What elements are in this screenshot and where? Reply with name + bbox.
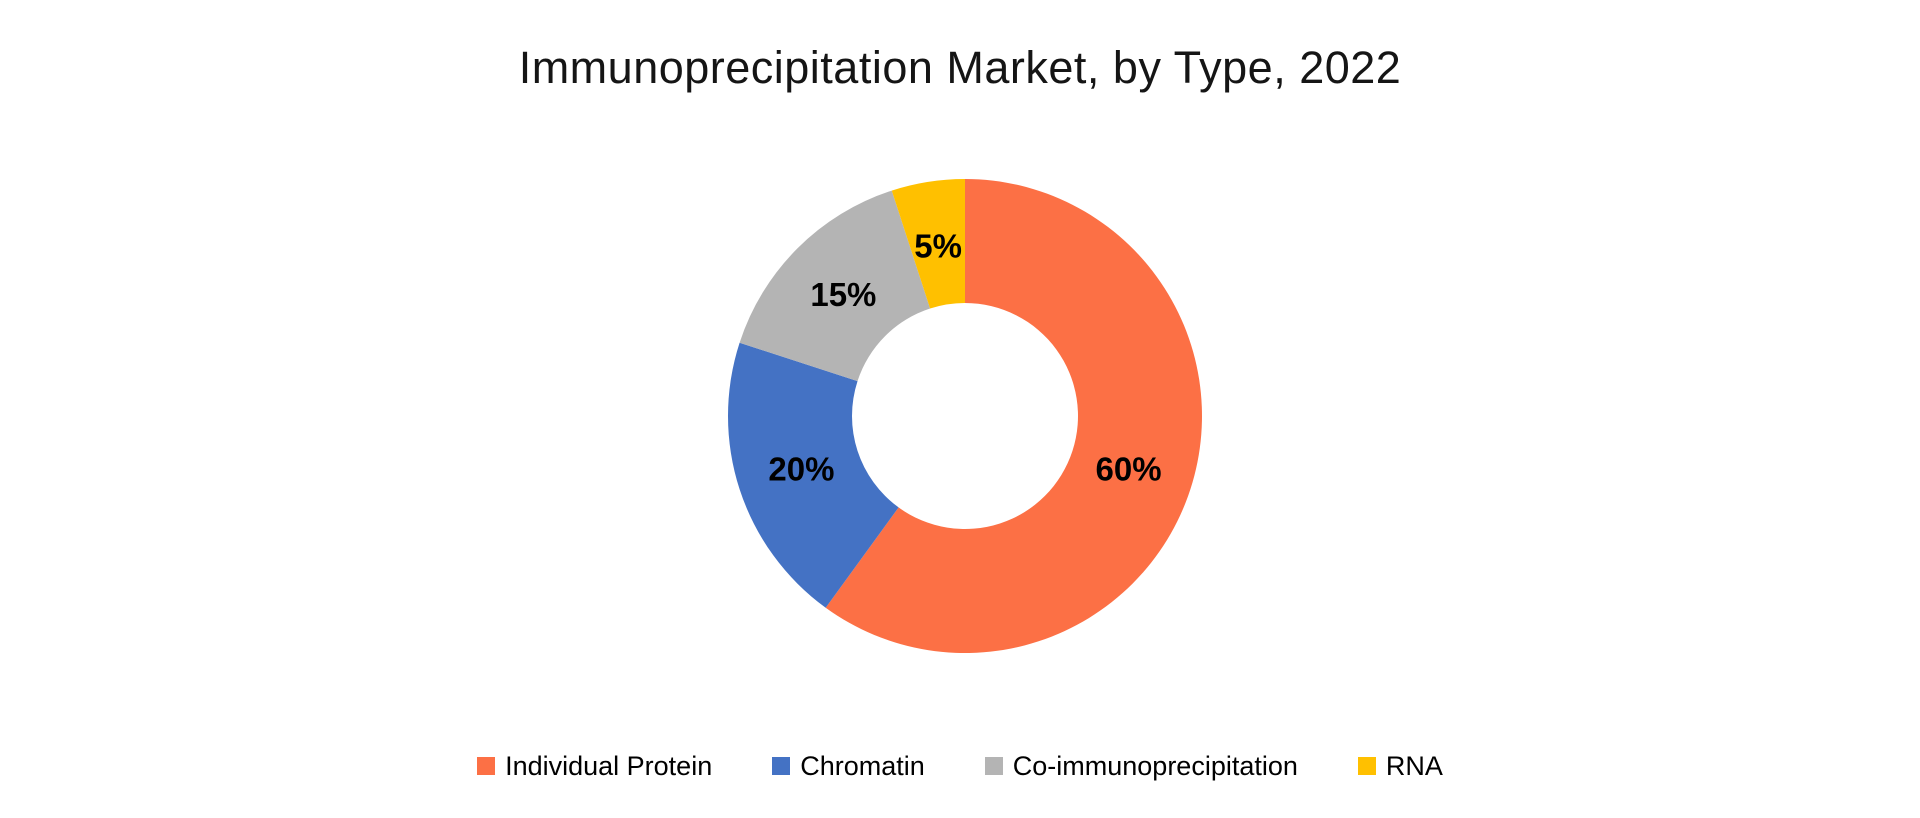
donut-slice-individual-protein bbox=[825, 179, 1202, 654]
legend-swatch-co-immunoprecipitation bbox=[984, 757, 1003, 776]
legend-label-co-immunoprecipitation: Co-immunoprecipitation bbox=[1012, 751, 1298, 781]
donut-slice-chromatin bbox=[727, 342, 899, 608]
slice-label-rna: 5% bbox=[914, 228, 962, 265]
legend-item-rna: RNA bbox=[1357, 750, 1443, 782]
legend-label-rna: RNA bbox=[1385, 751, 1443, 781]
legend-item-chromatin: Chromatin bbox=[772, 750, 925, 782]
legend-item-co-immunoprecipitation: Co-immunoprecipitation bbox=[984, 750, 1298, 782]
legend-item-individual-protein: Individual Protein bbox=[477, 750, 712, 782]
slice-label-co-immunoprecipitation: 15% bbox=[810, 276, 876, 313]
chart-title: Immunoprecipitation Market, by Type, 202… bbox=[518, 42, 1402, 93]
chart-legend: Individual Protein Chromatin Co-immunoprec… bbox=[0, 750, 1920, 782]
legend-swatch-chromatin bbox=[772, 757, 791, 776]
legend-label-chromatin: Chromatin bbox=[800, 751, 925, 781]
legend-label-individual-protein: Individual Protein bbox=[505, 751, 713, 781]
donut-slice-rna bbox=[891, 179, 965, 309]
donut-slice-co-immunoprecipitation bbox=[739, 190, 931, 382]
legend-swatch-rna bbox=[1357, 757, 1376, 776]
legend-swatch-individual-protein bbox=[477, 757, 496, 776]
slice-label-individual-protein: 60% bbox=[1096, 451, 1162, 488]
slice-label-chromatin: 20% bbox=[768, 451, 834, 488]
